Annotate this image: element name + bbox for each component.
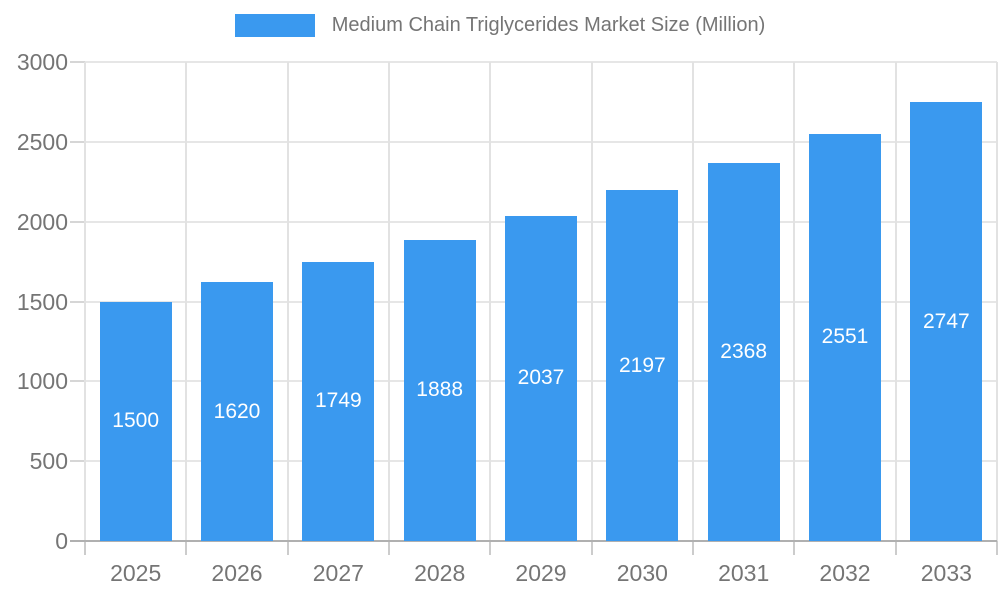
gridline-v (996, 62, 998, 541)
x-axis-label: 2032 (819, 560, 871, 586)
legend-label: Medium Chain Triglycerides Market Size (… (331, 14, 766, 36)
gridline-v (388, 62, 390, 541)
x-axis-tick (388, 541, 390, 555)
x-axis-line (70, 540, 997, 542)
bar[interactable] (201, 282, 273, 541)
gridline-h (85, 140, 997, 143)
x-axis-tick (793, 541, 796, 555)
gridline-v (185, 62, 188, 541)
x-axis-tick (185, 541, 188, 555)
y-axis-tick (70, 220, 85, 223)
y-axis-label: 500 (29, 448, 68, 475)
legend-swatch (234, 14, 315, 37)
x-axis-tick (489, 541, 492, 555)
x-axis-tick (590, 541, 593, 555)
bar[interactable] (707, 162, 780, 541)
gridline-v (793, 62, 796, 541)
y-axis-label: 2500 (16, 128, 68, 155)
x-axis-tick (692, 541, 694, 555)
gridline-h (85, 61, 997, 63)
x-axis-label: 2029 (515, 560, 567, 586)
y-axis-tick (70, 380, 85, 383)
y-axis-label: 0 (55, 528, 68, 554)
y-axis-label: 3000 (16, 49, 68, 75)
bar[interactable] (99, 301, 172, 541)
x-axis-label: 2027 (312, 560, 364, 586)
x-axis-label: 2030 (616, 560, 668, 586)
bar[interactable] (606, 190, 679, 541)
x-axis-tick (894, 541, 897, 555)
bar[interactable] (910, 102, 983, 541)
x-axis-label: 2026 (211, 560, 263, 586)
x-axis-label: 2031 (718, 560, 770, 586)
bar[interactable] (302, 261, 375, 541)
y-axis-tick (70, 300, 85, 303)
gridline-v (692, 62, 694, 541)
y-axis-label: 2000 (16, 208, 68, 235)
x-axis-label: 2028 (414, 560, 466, 586)
bar[interactable] (809, 133, 881, 541)
y-axis-label: 1500 (16, 288, 68, 315)
legend-item[interactable]: Medium Chain Triglycerides Market Size (… (0, 14, 1000, 37)
gridline-v (489, 62, 492, 541)
bar[interactable] (403, 239, 476, 541)
bar[interactable] (505, 215, 577, 541)
x-axis-tick (286, 541, 289, 555)
y-axis-tick (70, 140, 85, 143)
gridline-v (590, 62, 593, 541)
gridline-v (894, 62, 897, 541)
y-axis-label: 1000 (16, 368, 68, 395)
x-axis-label: 2025 (110, 560, 162, 586)
x-axis-label: 2033 (920, 560, 972, 586)
gridline-v (286, 62, 289, 541)
gridline-v (84, 62, 86, 541)
y-axis-tick (70, 460, 85, 463)
x-axis-tick (996, 541, 998, 555)
y-axis-tick (70, 61, 85, 63)
x-axis-tick (84, 541, 86, 555)
